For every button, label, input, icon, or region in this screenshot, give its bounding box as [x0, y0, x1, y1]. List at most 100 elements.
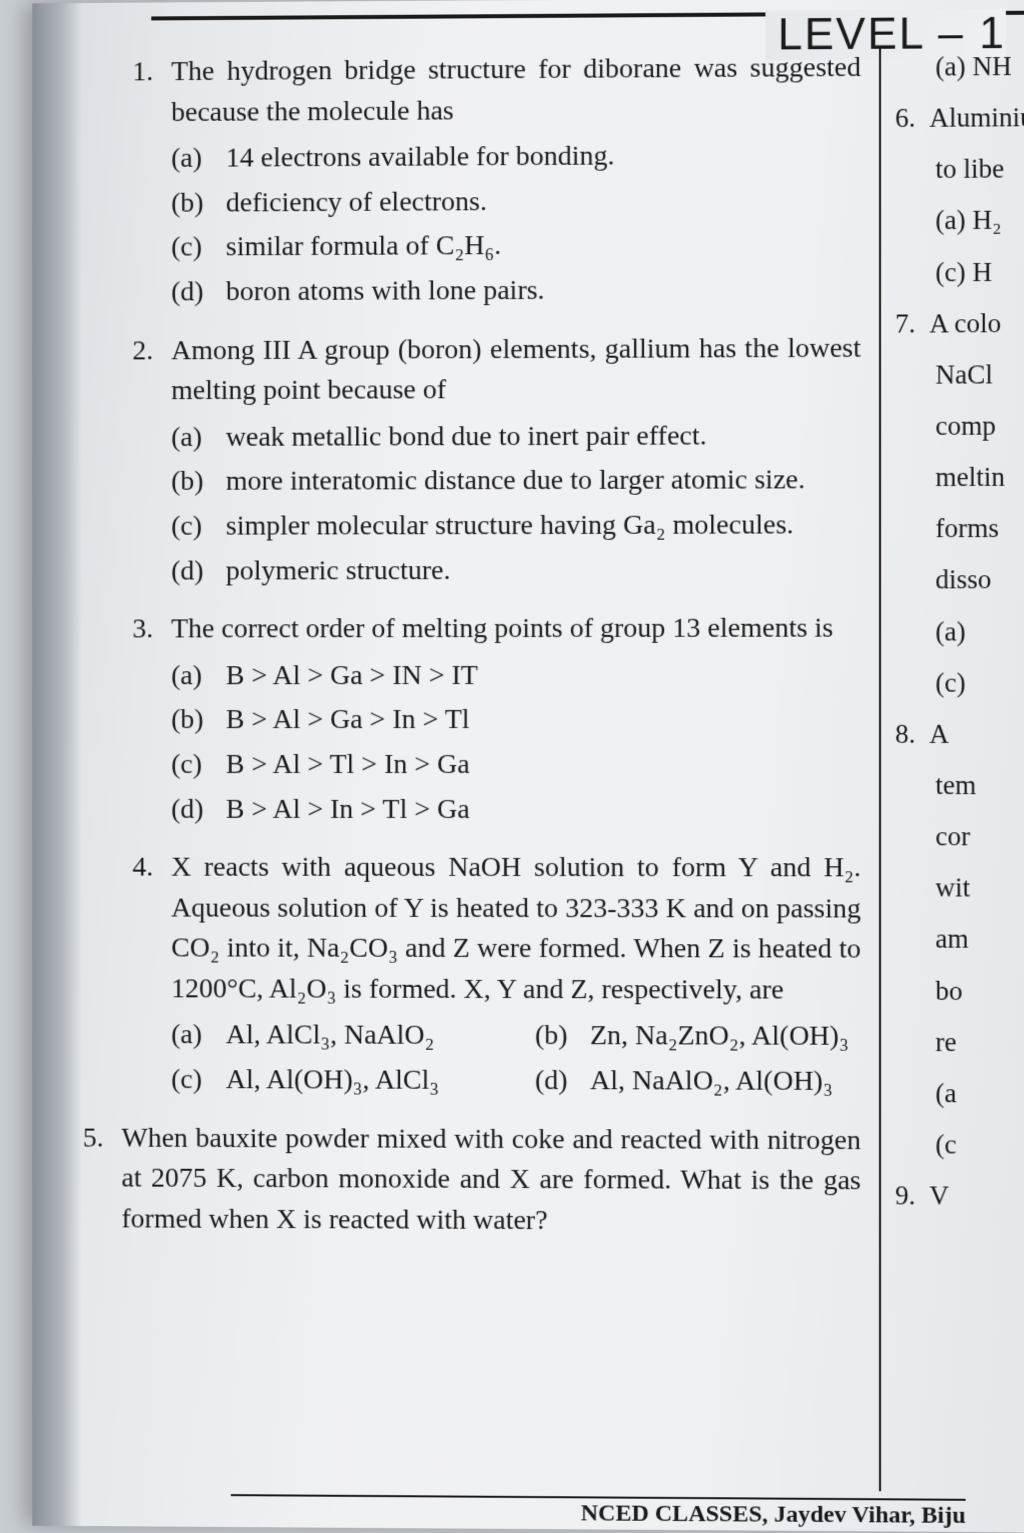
question-body: The correct order of melting points of g…	[171, 609, 861, 835]
question-body: X reacts with aqueous NaOH solution to f…	[171, 848, 861, 1107]
right-fragment: forms	[895, 509, 1024, 549]
options: (a)Al, AlCl₃, NaAlO₂ (b)Zn, Na₂ZnO₂, Al(…	[171, 1016, 861, 1107]
question-stem: Among III A group (boron) elements, gall…	[171, 332, 861, 406]
question-number: 5.	[72, 1118, 122, 1240]
option-row: (c)Al, Al(OH)₃, AlCl₃ (d)Al, NaAlO₂, Al(…	[171, 1060, 861, 1107]
option-c: (c)Al, Al(OH)₃, AlCl₃	[171, 1060, 495, 1101]
option-text: Al, Al(OH)₃, AlCl₃	[226, 1060, 495, 1101]
option-text: weak metallic bond due to inert pair eff…	[226, 416, 861, 458]
right-fragment: am	[895, 920, 1024, 960]
right-fragment: (a) NH	[895, 47, 1024, 87]
option-c: (c)similar formula of C₂H₆.	[171, 225, 861, 269]
option-row: (a)Al, AlCl₃, NaAlO₂ (b)Zn, Na₂ZnO₂, Al(…	[171, 1016, 861, 1062]
option-text: B > Al > In > Tl > Ga	[226, 789, 861, 830]
option-text: 14 electrons available for bonding.	[226, 135, 861, 179]
option-b: (b)deficiency of electrons.	[171, 180, 861, 224]
columns: 1. The hydrogen bridge structure for dib…	[122, 47, 1024, 1492]
option-d: (d)Al, NaAlO₂, Al(OH)₃	[535, 1061, 861, 1103]
option-text: boron atoms with lone pairs.	[226, 270, 861, 313]
option-label: (a)	[171, 1016, 226, 1057]
options: (a)14 electrons available for bonding. (…	[171, 135, 861, 313]
option-label: (a)	[171, 656, 226, 697]
right-fragment: (a	[895, 1074, 1024, 1114]
right-fragment: 7.A colo	[895, 304, 1024, 344]
right-fragment: re	[895, 1022, 1024, 1062]
right-fragment: (c)	[895, 663, 1024, 702]
footer-text: NCED CLASSES, Jaydev Vihar, Biju	[231, 1494, 966, 1530]
options: (a)weak metallic bond due to inert pair …	[171, 416, 861, 592]
option-label: (b)	[171, 462, 226, 503]
option-label: (a)	[171, 139, 226, 180]
option-c: (c)simpler molecular structure having Ga…	[171, 505, 861, 547]
option-text: B > Al > Ga > IN > IT	[226, 655, 861, 696]
question-body: Among III A group (boron) elements, gall…	[171, 328, 861, 595]
right-fragment: disso	[895, 560, 1024, 600]
right-fragment: (c	[895, 1125, 1024, 1165]
option-text: deficiency of electrons.	[226, 180, 861, 224]
option-label: (c)	[171, 1060, 226, 1101]
option-label: (d)	[171, 551, 226, 592]
option-d: (d)polymeric structure.	[171, 550, 861, 592]
option-text: similar formula of C₂H₆.	[226, 225, 861, 268]
right-fragment: to libe	[895, 149, 1024, 189]
option-d: (d)boron atoms with lone pairs.	[171, 270, 861, 313]
right-fragment: cor	[895, 817, 1024, 856]
question-5: 5. When bauxite powder mixed with coke a…	[72, 1118, 861, 1243]
option-label: (b)	[171, 700, 226, 740]
right-fragment: 6.Aluminiu	[895, 98, 1024, 138]
right-fragment: wit	[895, 869, 1024, 908]
option-label: (d)	[171, 272, 226, 313]
page: LEVEL – 1 1. The hydrogen bridge structu…	[32, 0, 1024, 1532]
question-body: When bauxite powder mixed with coke and …	[122, 1118, 861, 1242]
right-fragment: (a)	[895, 612, 1024, 651]
column-left: 1. The hydrogen bridge structure for dib…	[122, 48, 882, 1491]
option-text: B > Al > Tl > In > Ga	[226, 745, 861, 786]
question-4: 4. X reacts with aqueous NaOH solution t…	[122, 848, 861, 1107]
question-body: The hydrogen bridge structure for dibora…	[171, 48, 861, 317]
option-text: polymeric structure.	[226, 550, 861, 592]
right-fragment: comp	[895, 406, 1024, 446]
question-number: 1.	[122, 52, 172, 317]
right-fragment: NaCl	[895, 355, 1024, 395]
right-fragment: (c) H	[895, 252, 1024, 292]
option-b: (b)B > Al > Ga > In > Tl	[171, 700, 861, 741]
option-text: simpler molecular structure having Ga₂ m…	[226, 505, 861, 547]
option-label: (c)	[171, 228, 226, 269]
right-fragment: bo	[895, 971, 1024, 1011]
option-label: (b)	[171, 183, 226, 224]
right-fragment: 8.A	[895, 715, 1024, 754]
column-right: (a) NH 6.Aluminiu to libe (a) H₂ (c) H 7.A co…	[881, 47, 1024, 1493]
option-label: (d)	[535, 1061, 590, 1102]
option-b: (b)more interatomic distance due to larg…	[171, 460, 861, 502]
question-stem: X reacts with aqueous NaOH solution to f…	[171, 852, 861, 1006]
right-fragment: tem	[895, 766, 1024, 805]
question-number: 2.	[122, 331, 172, 596]
option-c: (c)B > Al > Tl > In > Ga	[171, 745, 861, 786]
option-d: (d)B > Al > In > Tl > Ga	[171, 789, 861, 830]
option-text: B > Al > Ga > In > Tl	[226, 700, 861, 741]
right-fragment: (a) H₂	[895, 201, 1024, 241]
options: (a)B > Al > Ga > IN > IT (b)B > Al > Ga …	[171, 655, 861, 830]
option-label: (d)	[171, 789, 226, 829]
option-label: (b)	[535, 1016, 590, 1057]
question-number: 3.	[122, 610, 172, 834]
question-stem: When bauxite powder mixed with coke and …	[122, 1122, 861, 1236]
book-spine	[32, 3, 82, 1526]
option-text: Al, AlCl₃, NaAlO₂	[226, 1016, 495, 1057]
option-a: (a)weak metallic bond due to inert pair …	[171, 416, 861, 459]
question-1: 1. The hydrogen bridge structure for dib…	[122, 48, 861, 317]
question-stem: The hydrogen bridge structure for dibora…	[171, 52, 861, 128]
option-a: (a)B > Al > Ga > IN > IT	[171, 655, 861, 696]
question-3: 3. The correct order of melting points o…	[122, 609, 861, 835]
right-fragment: 9.V	[895, 1176, 1024, 1216]
option-label: (c)	[171, 745, 226, 785]
option-text: Al, NaAlO₂, Al(OH)₃	[590, 1061, 861, 1102]
option-label: (a)	[171, 418, 226, 459]
option-text: more interatomic distance due to larger …	[226, 460, 861, 502]
question-stem: The correct order of melting points of g…	[171, 613, 833, 645]
question-2: 2. Among III A group (boron) elements, g…	[122, 328, 861, 595]
question-number: 4.	[122, 848, 172, 1105]
right-fragment: meltin	[895, 458, 1024, 498]
option-a: (a)Al, AlCl₃, NaAlO₂	[171, 1016, 495, 1057]
option-a: (a)14 electrons available for bonding.	[171, 135, 861, 179]
